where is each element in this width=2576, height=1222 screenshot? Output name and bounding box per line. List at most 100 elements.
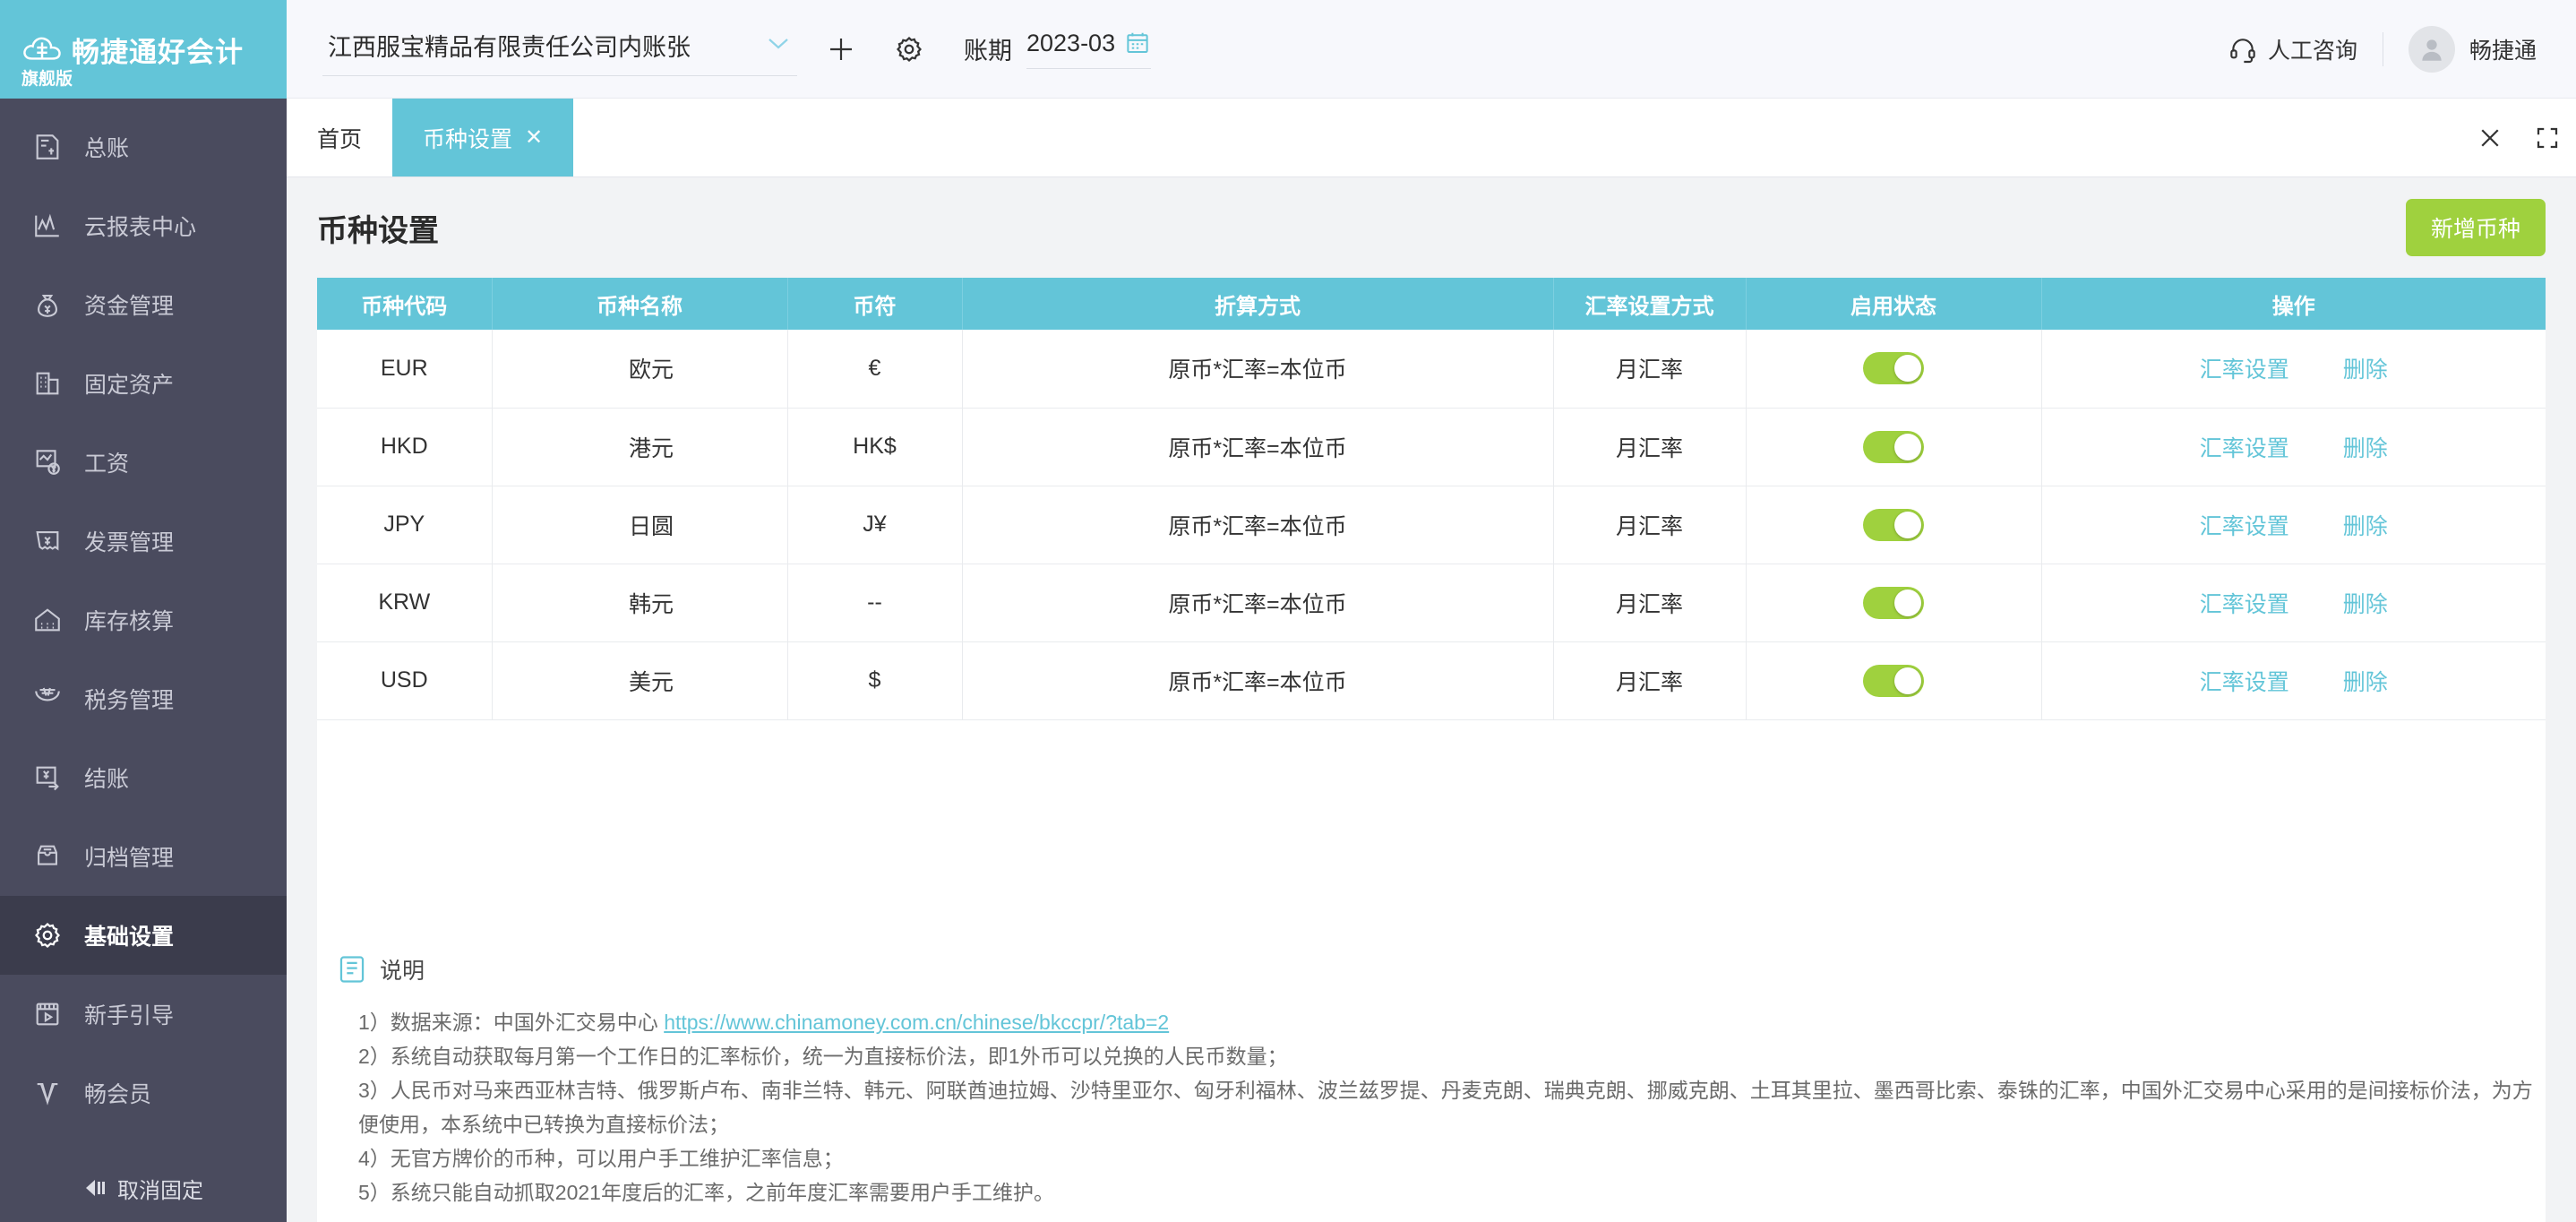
close-tab-button[interactable]: [2461, 99, 2519, 176]
table-row: HKD 港元 HK$ 原币*汇率=本位币 月汇率 汇率设置 删除: [317, 408, 2546, 486]
sidebar-item-label: 基础设置: [84, 925, 175, 950]
account-settings-button[interactable]: [885, 25, 933, 73]
rate-settings-link[interactable]: 汇率设置: [2199, 669, 2289, 695]
data-source-link[interactable]: https://www.chinamoney.com.cn/chinese/bk…: [664, 1011, 1170, 1034]
company-selector[interactable]: 江西服宝精品有限责任公司内账张: [322, 22, 797, 76]
period-picker[interactable]: 2023-03: [1026, 30, 1152, 69]
sidebar-item-payroll[interactable]: 工资: [0, 423, 287, 502]
delete-link[interactable]: 删除: [2342, 513, 2388, 539]
cell-enabled: [1746, 641, 2042, 720]
enable-toggle[interactable]: [1863, 508, 1924, 541]
cell-conversion: 原币*汇率=本位币: [962, 486, 1554, 564]
enable-toggle[interactable]: [1863, 430, 1924, 463]
cell-actions: 汇率设置 删除: [2041, 408, 2546, 486]
sidebar-nav: 总账 云报表中心 资金管理 固定资产 工资: [0, 99, 287, 1154]
brand-name: 畅捷通好会计: [72, 36, 244, 68]
sidebar-item-fixed-assets[interactable]: 固定资产: [0, 344, 287, 423]
period-label: 账期: [964, 38, 1012, 65]
cell-rate-mode: 月汇率: [1553, 486, 1747, 564]
sidebar-item-label: 新手引导: [84, 1003, 175, 1028]
cell-name: 港元: [492, 408, 788, 486]
table-row: JPY 日圆 J¥ 原币*汇率=本位币 月汇率 汇率设置 删除: [317, 486, 2546, 564]
notes-title: 说明: [380, 959, 425, 984]
column-header-symbol: 币符: [787, 278, 963, 330]
add-account-set-button[interactable]: [817, 25, 865, 73]
cell-enabled: [1746, 564, 2042, 642]
support-label: 人工咨询: [2267, 38, 2357, 64]
tab-currency-settings[interactable]: 币种设置 ✕: [392, 99, 574, 176]
fullscreen-icon: [2537, 127, 2558, 148]
fullscreen-button[interactable]: [2519, 99, 2576, 176]
rate-settings-link[interactable]: 汇率设置: [2199, 591, 2289, 617]
enable-toggle[interactable]: [1863, 352, 1924, 385]
chart-report-icon: [35, 213, 59, 237]
cell-name: 欧元: [492, 330, 788, 409]
sidebar-pin-toggle[interactable]: 取消固定: [0, 1154, 287, 1222]
money-bag-icon: [38, 295, 57, 317]
note-item: 2）系统自动获取每月第一个工作日的汇率标价，统一为直接标价法，即1外币可以兑换的…: [358, 1045, 1288, 1068]
rate-settings-link[interactable]: 汇率设置: [2199, 513, 2289, 539]
cell-name: 韩元: [492, 564, 788, 642]
note-item: 3）人民币对马来西亚林吉特、俄罗斯卢布、南非兰特、韩元、阿联酋迪拉姆、沙特里亚尔…: [358, 1079, 2533, 1136]
cell-rate-mode: 月汇率: [1553, 641, 1747, 720]
sidebar-item-vip-member[interactable]: 畅会员: [0, 1054, 287, 1132]
cell-actions: 汇率设置 删除: [2041, 330, 2546, 409]
table-header: 币种代码 币种名称 币符 折算方式 汇率设置方式 启用状态 操作: [317, 278, 2546, 330]
sidebar-item-archive-management[interactable]: 归档管理: [0, 817, 287, 896]
cell-enabled: [1746, 330, 2042, 409]
close-icon[interactable]: ✕: [525, 125, 544, 150]
sidebar-item-cloud-report-center[interactable]: 云报表中心: [0, 186, 287, 265]
brand-logo[interactable]: 畅捷通好会计 旗舰版: [0, 0, 287, 99]
cell-actions: 汇率设置 删除: [2041, 564, 2546, 642]
note-item: 4）无官方牌价的币种，可以用户手工维护汇率信息；: [358, 1147, 844, 1170]
table-row: KRW 韩元 -- 原币*汇率=本位币 月汇率 汇率设置 删除: [317, 564, 2546, 642]
warehouse-icon: [35, 608, 60, 632]
content-area: 币种设置 新增币种 币种代码 币种名称 币符 折算方式: [287, 177, 2576, 1222]
sidebar-item-label: 结账: [84, 767, 130, 792]
delete-link[interactable]: 删除: [2342, 435, 2388, 461]
tab-home[interactable]: 首页: [287, 99, 392, 176]
sidebar-item-fund-management[interactable]: 资金管理: [0, 265, 287, 344]
cell-enabled: [1746, 408, 2042, 486]
cell-rate-mode: 月汇率: [1553, 330, 1747, 409]
avatar: [2408, 25, 2455, 73]
sidebar-item-general-ledger[interactable]: 总账: [0, 108, 287, 186]
note-item: 5）系统只能自动抓取2021年度后的汇率，之前年度汇率需要用户手工维护。: [358, 1181, 1054, 1204]
toggle-knob: [1894, 433, 1921, 460]
cell-enabled: [1746, 486, 2042, 564]
user-menu[interactable]: 畅捷通: [2408, 25, 2537, 73]
note-item: 1）数据来源：中国外汇交易中心 https://www.chinamoney.c…: [358, 1005, 2546, 1039]
delete-link[interactable]: 删除: [2342, 357, 2388, 383]
enable-toggle[interactable]: [1863, 586, 1924, 619]
sidebar-item-period-close[interactable]: 结账: [0, 738, 287, 817]
sidebar-item-label: 畅会员: [84, 1082, 152, 1107]
delete-link[interactable]: 删除: [2342, 591, 2388, 617]
cell-symbol: --: [787, 564, 963, 642]
rate-settings-link[interactable]: 汇率设置: [2199, 357, 2289, 383]
currency-table: 币种代码 币种名称 币符 折算方式 汇率设置方式 启用状态 操作 EUR 欧元: [317, 278, 2546, 720]
cell-symbol: HK$: [787, 408, 963, 486]
cell-symbol: $: [787, 641, 963, 720]
headset-icon: [2230, 38, 2255, 63]
toggle-knob: [1894, 355, 1921, 383]
cell-symbol: €: [787, 330, 963, 409]
sidebar-item-tax-management[interactable]: 税务管理: [0, 659, 287, 738]
sidebar-item-inventory-accounting[interactable]: 库存核算: [0, 581, 287, 659]
rate-settings-link[interactable]: 汇率设置: [2199, 435, 2289, 461]
enable-toggle[interactable]: [1863, 664, 1924, 697]
cell-code: JPY: [317, 486, 493, 564]
sidebar: 畅捷通好会计 旗舰版 总账 云报表中心 资金管理 固定资产: [0, 0, 287, 1222]
sidebar-item-beginner-guide[interactable]: 新手引导: [0, 975, 287, 1054]
sidebar-item-invoice-management[interactable]: 发票管理: [0, 502, 287, 581]
delete-link[interactable]: 删除: [2342, 669, 2388, 695]
invoice-icon: [36, 531, 59, 551]
support-button[interactable]: 人工咨询: [2228, 33, 2357, 65]
sidebar-item-label: 税务管理: [84, 688, 175, 713]
cell-name: 日圆: [492, 486, 788, 564]
notes-section: 说明 1）数据来源：中国外汇交易中心 https://www.chinamone…: [317, 923, 2546, 1222]
play-guide-icon: [36, 1003, 59, 1026]
archive-icon: [38, 845, 57, 865]
cell-code: KRW: [317, 564, 493, 642]
sidebar-item-basic-settings[interactable]: 基础设置: [0, 896, 287, 975]
add-currency-button[interactable]: 新增币种: [2405, 199, 2546, 256]
